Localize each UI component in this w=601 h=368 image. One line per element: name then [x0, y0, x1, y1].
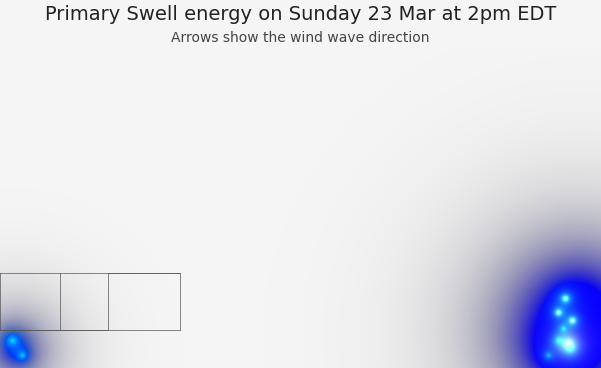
Text: Primary Swell energy on Sunday 23 Mar at 2pm EDT: Primary Swell energy on Sunday 23 Mar at…	[45, 6, 556, 25]
Text: Arrows show the wind wave direction: Arrows show the wind wave direction	[171, 31, 430, 45]
